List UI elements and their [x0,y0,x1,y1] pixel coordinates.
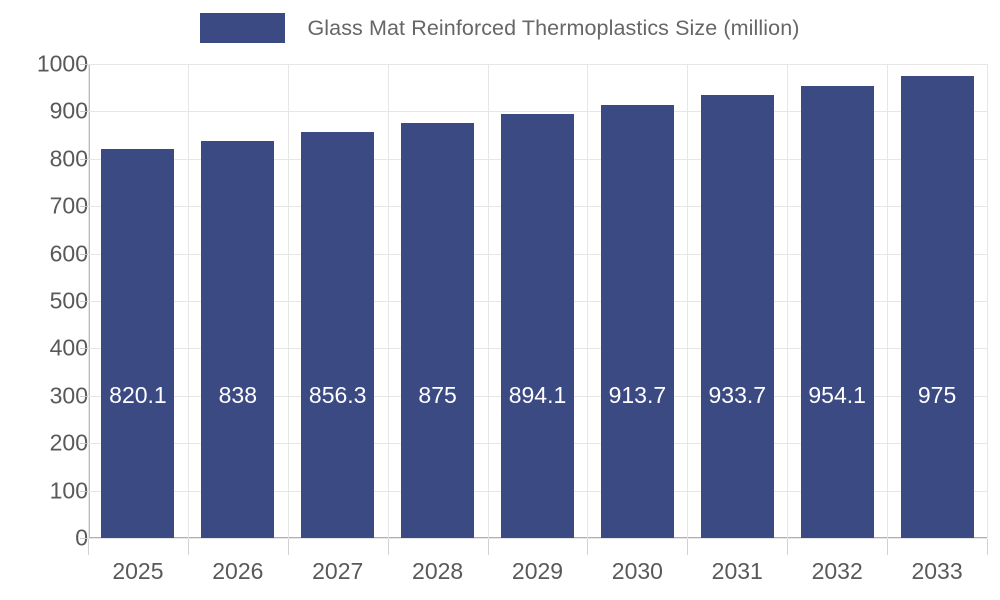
x-axis-tick-mark [88,539,89,555]
gridline-vertical [88,64,89,538]
y-axis-tick-mark [80,111,88,113]
bar-value-label: 856.3 [308,382,367,408]
bar[interactable]: 856.3 [301,132,375,538]
bar-value-label: 875 [418,382,457,408]
bar[interactable]: 894.1 [501,114,574,538]
x-axis-tick-label: 2033 [911,558,963,584]
bar[interactable]: 954.1 [800,85,874,538]
gridline-horizontal [88,64,987,65]
gridline-horizontal [88,111,987,113]
y-axis-tick-mark [80,538,88,539]
y-axis-tick-label: 200 [49,429,88,456]
x-axis-tick-mark [887,539,889,555]
x-axis-tick-mark [387,539,389,555]
x-axis-tick-mark [787,539,789,555]
legend-label: Glass Mat Reinforced Thermoplastics Size… [307,15,800,40]
bar-value-label: 894.1 [508,382,567,408]
y-axis-tick-mark [80,301,88,302]
bar[interactable]: 975 [900,75,974,538]
bar[interactable]: 820.1 [101,149,175,538]
y-axis-tick-label: 900 [49,97,88,124]
gridline-vertical [187,64,189,538]
x-axis-tick-mark [687,539,689,555]
x-axis-tick-mark [987,539,988,555]
gridline-vertical [387,64,389,538]
x-axis-tick-label: 2030 [611,558,663,584]
y-axis-tick-label: 600 [49,240,88,267]
x-axis-tick-label: 2025 [112,558,164,584]
bar-value-label: 954.1 [808,382,866,408]
y-axis-tick-label: 100 [49,477,88,504]
y-axis: 0 100 200 300 400 500 600 700 800 900 1000 [0,0,88,600]
y-axis-tick-mark [80,490,88,492]
x-axis-tick-label: 2028 [412,558,464,584]
gridline-vertical [887,64,889,538]
bar-value-label: 820.1 [109,382,167,408]
x-axis-tick-mark [187,539,189,555]
y-axis-tick-label: 0 [75,524,88,551]
y-axis-tick-mark [80,395,88,397]
x-axis-tick-label: 2029 [511,558,564,584]
y-axis-tick-mark [80,158,88,160]
x-axis-tick-label: 2026 [212,558,264,584]
gridline-vertical [787,64,789,538]
y-axis-tick-mark [80,443,88,445]
bar[interactable]: 913.7 [600,104,674,538]
y-axis-tick-label: 700 [49,192,88,219]
legend-swatch-icon [200,13,286,43]
bar-value-label: 913.7 [608,382,667,408]
gridline-vertical [587,64,589,538]
bar-value-label: 933.7 [708,382,767,408]
gridline-vertical [287,64,289,538]
x-axis-tick-mark [487,539,489,555]
bar[interactable]: 933.7 [700,95,774,538]
y-axis-tick-label: 500 [49,287,88,314]
x-axis-tick-mark [587,539,589,555]
bar[interactable]: 875 [401,123,475,538]
bar[interactable]: 838 [201,140,275,538]
gridline-vertical [487,64,489,538]
y-axis-tick-label: 800 [49,145,88,172]
gridline-vertical [687,64,689,538]
chart-legend: Glass Mat Reinforced Thermoplastics Size… [0,8,1000,48]
y-axis-tick-mark [80,206,88,208]
y-axis-tick-mark [80,253,88,255]
gridline-horizontal [88,538,987,539]
x-axis-tick-mark [287,539,289,555]
plot-area: 820.1 838 856.3 875 894.1 913.7 933.7 954.1 975 [88,64,988,539]
x-axis-tick-label: 2027 [312,558,364,584]
bar-value-label: 975 [917,382,957,408]
y-axis-tick-mark [80,348,88,350]
y-axis-tick-label: 300 [49,382,88,409]
gridline-vertical [987,64,988,538]
x-axis-tick-label: 2032 [811,558,863,584]
y-axis-tick-label: 400 [49,334,88,361]
legend-item-series-1[interactable]: Glass Mat Reinforced Thermoplastics Size… [200,13,799,43]
bar-value-label: 838 [218,382,257,408]
y-axis-tick-label: 1000 [36,50,88,77]
x-axis-tick-label: 2031 [711,558,763,584]
y-axis-tick-mark [80,64,88,65]
